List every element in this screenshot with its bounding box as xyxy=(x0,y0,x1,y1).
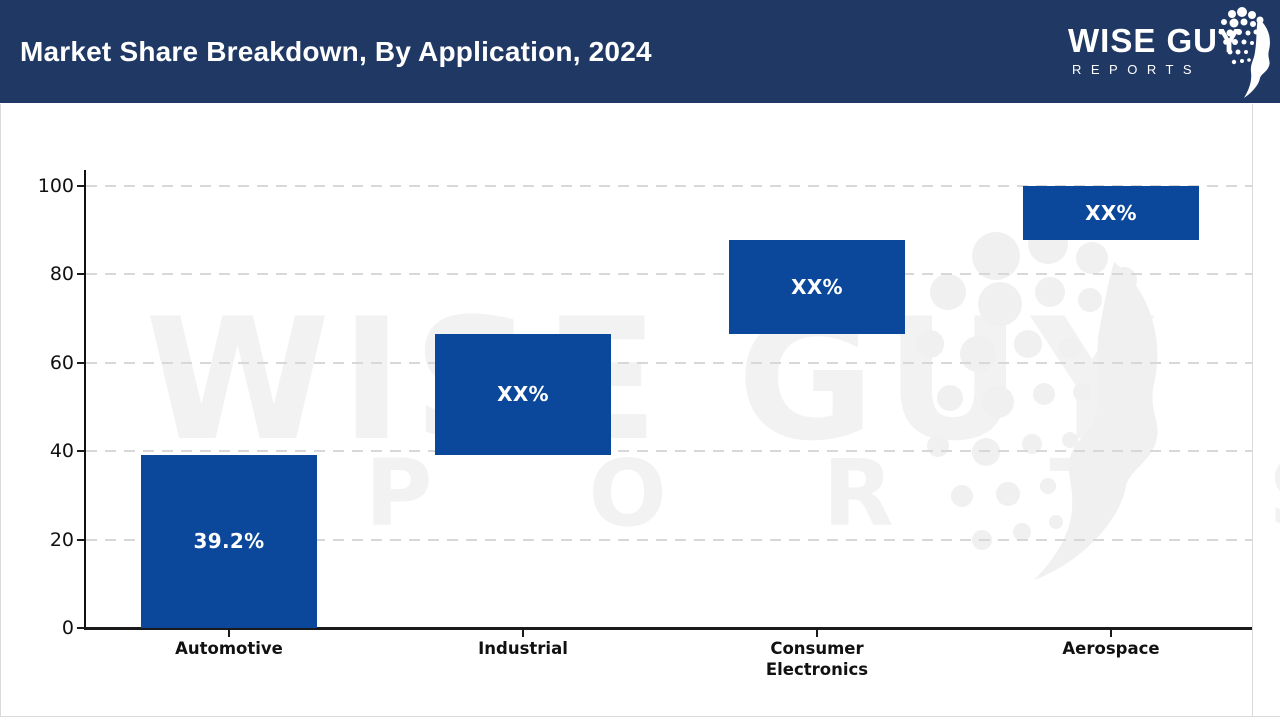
watermark-head-graphic xyxy=(916,224,1158,580)
bar-value-label: XX% xyxy=(1085,201,1137,226)
x-tick-1 xyxy=(522,630,524,637)
frame-bottom-line xyxy=(0,716,1280,717)
header-bar: Market Share Breakdown, By Application, … xyxy=(0,0,1280,103)
bar-value-label: XX% xyxy=(791,275,843,300)
frame-left-line xyxy=(0,104,1,717)
y-tick-label-80: 80 xyxy=(49,263,74,286)
y-tick-label-100: 100 xyxy=(37,175,74,197)
y-axis-line xyxy=(84,170,86,630)
x-category-label-0: Automotive xyxy=(175,639,283,658)
y-tick-100 xyxy=(77,185,84,187)
bar-value-label: 39.2% xyxy=(193,529,265,554)
y-tick-0 xyxy=(77,627,84,629)
y-tick-label-40: 40 xyxy=(49,440,74,463)
x-tick-2 xyxy=(816,630,818,637)
gridline-20 xyxy=(86,538,1252,541)
bar-value-label: XX% xyxy=(497,382,549,407)
y-tick-20 xyxy=(77,538,84,541)
x-axis-line xyxy=(84,627,1252,630)
y-tick-60 xyxy=(77,361,84,364)
bar-consumer-electronics: XX% xyxy=(729,240,905,335)
gridline-40 xyxy=(86,450,1252,453)
x-tick-3 xyxy=(1110,630,1112,637)
y-tick-label-0: 0 xyxy=(61,617,74,639)
x-category-label-3: Aerospace xyxy=(1062,639,1160,658)
logo-text: WISE GUY REPORTS xyxy=(1068,22,1241,77)
y-tick-label-20: 20 xyxy=(49,528,74,551)
gridline-100 xyxy=(86,185,1252,187)
y-tick-40 xyxy=(77,450,84,453)
logo-wordmark: WISE GUY xyxy=(1068,22,1242,59)
logo-head-icon xyxy=(1218,7,1270,98)
y-tick-label-60: 60 xyxy=(49,351,74,374)
wise-guy-reports-logo: WISE GUY REPORTS xyxy=(1030,4,1270,99)
logo-subtitle: REPORTS xyxy=(1072,62,1202,77)
x-category-label-1: Industrial xyxy=(478,639,568,658)
gridline-80 xyxy=(86,273,1252,276)
x-category-label-2: Consumer Electronics xyxy=(765,639,869,679)
page-title: Market Share Breakdown, By Application, … xyxy=(20,35,652,67)
bar-aerospace: XX% xyxy=(1023,186,1199,241)
y-tick-80 xyxy=(77,273,84,276)
x-tick-0 xyxy=(228,630,230,637)
frame-right-line xyxy=(1252,104,1253,717)
gridline-60 xyxy=(86,361,1252,364)
bar-automotive: 39.2% xyxy=(141,454,317,628)
bar-industrial: XX% xyxy=(435,334,611,455)
